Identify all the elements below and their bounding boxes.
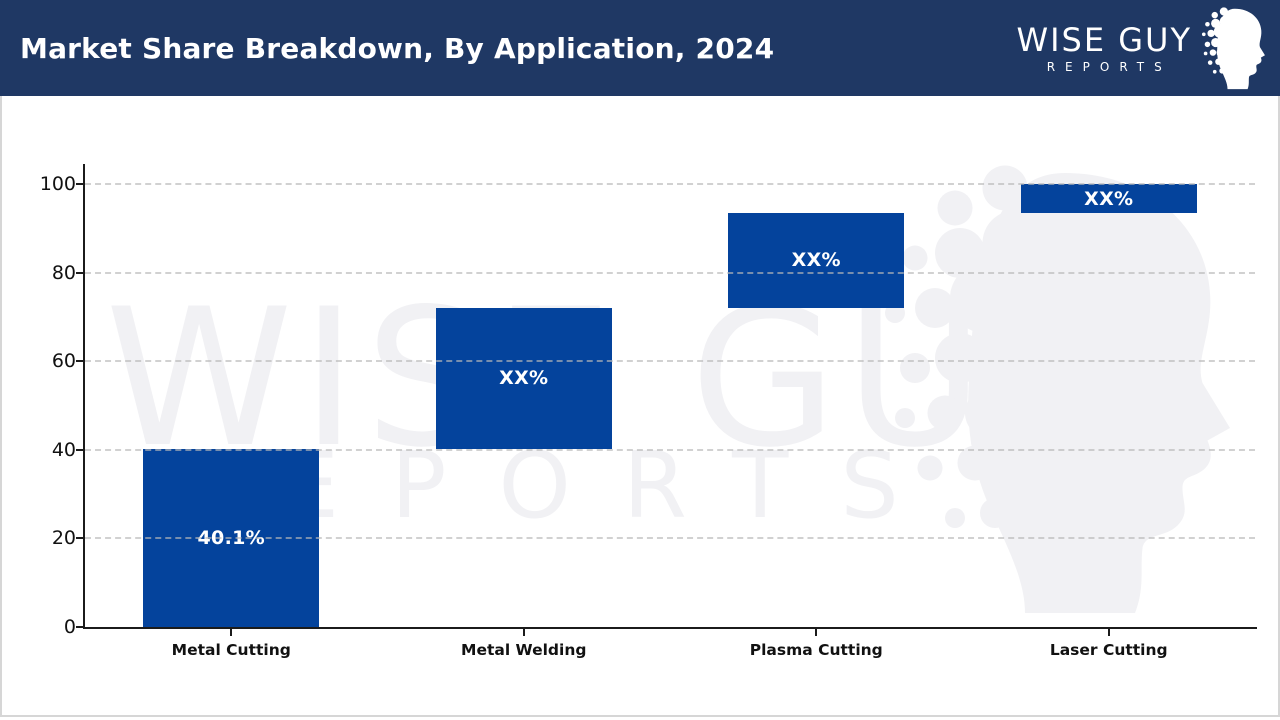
watermark-head-icon xyxy=(855,158,1255,618)
y-tick-mark-80 xyxy=(76,271,84,274)
bar-plasma-cutting: XX% xyxy=(728,213,905,308)
bar-value-label-metal-welding: XX% xyxy=(499,367,549,390)
brand-logo: WISE GUY REPORTS xyxy=(1016,6,1270,90)
y-tick-label-0: 0 xyxy=(63,616,76,638)
logo-brand-subtext: REPORTS xyxy=(1046,59,1172,74)
bar-value-label-laser-cutting: XX% xyxy=(1084,187,1134,210)
x-tick-mark-laser-cutting xyxy=(1107,629,1110,636)
y-tick-mark-40 xyxy=(76,448,84,451)
gridline-20 xyxy=(85,537,1255,540)
y-tick-mark-100 xyxy=(76,183,84,185)
y-tick-label-20: 20 xyxy=(51,527,76,550)
x-tick-mark-plasma-cutting xyxy=(815,629,818,636)
header-bar: Market Share Breakdown, By Application, … xyxy=(0,0,1280,96)
category-label-laser-cutting: Laser Cutting xyxy=(1049,641,1168,659)
gridline-80 xyxy=(85,271,1255,274)
logo-head-icon xyxy=(1196,6,1270,90)
bar-laser-cutting: XX% xyxy=(1020,184,1197,214)
y-tick-mark-60 xyxy=(76,360,84,363)
y-tick-mark-0 xyxy=(76,626,84,628)
category-label-metal-welding: Metal Welding xyxy=(461,641,587,659)
bar-value-label-plasma-cutting: XX% xyxy=(791,249,841,272)
logo-brand-name: WISE GUY xyxy=(1016,20,1192,59)
page-title: Market Share Breakdown, By Application, … xyxy=(20,31,775,65)
gridline-100 xyxy=(85,183,1255,185)
y-axis-line xyxy=(83,164,85,629)
category-label-plasma-cutting: Plasma Cutting xyxy=(749,641,883,659)
x-axis-line xyxy=(83,627,1257,629)
y-tick-label-80: 80 xyxy=(51,261,76,284)
x-tick-mark-metal-welding xyxy=(522,629,525,636)
y-tick-mark-20 xyxy=(76,537,84,540)
logo-wordmark: WISE GUY REPORTS xyxy=(1016,23,1192,74)
category-label-metal-cutting: Metal Cutting xyxy=(171,641,291,659)
y-tick-label-60: 60 xyxy=(51,350,76,373)
bar-metal-welding: XX% xyxy=(435,307,612,450)
y-tick-label-100: 100 xyxy=(39,173,76,195)
gridline-60 xyxy=(85,360,1255,363)
gridline-40 xyxy=(85,448,1255,451)
y-tick-label-40: 40 xyxy=(51,438,76,461)
x-tick-mark-metal-cutting xyxy=(230,629,233,636)
